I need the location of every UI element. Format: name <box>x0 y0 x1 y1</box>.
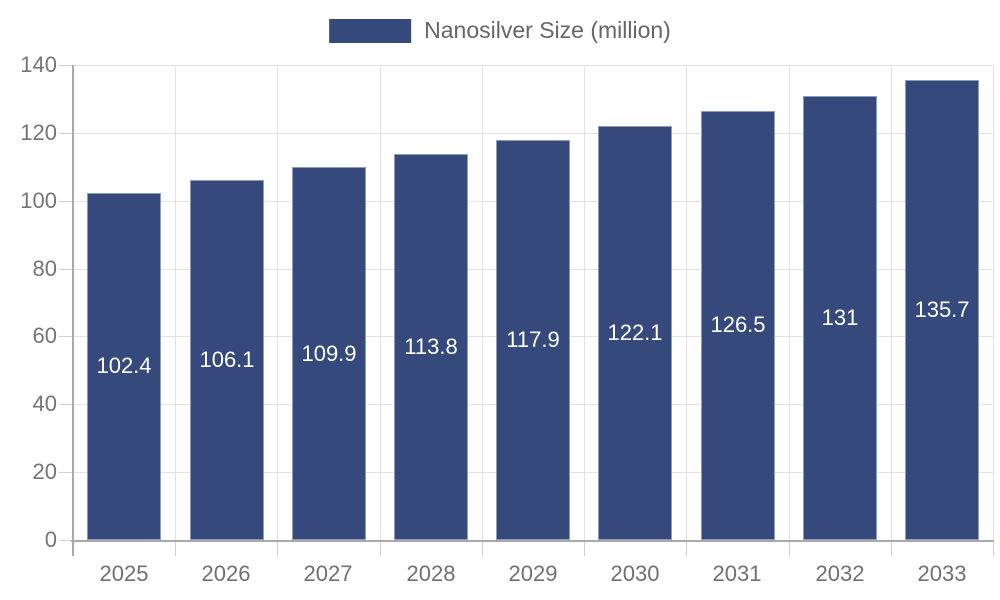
gridline-vertical <box>993 65 994 540</box>
x-axis-tick <box>584 542 585 556</box>
bar[interactable] <box>905 80 979 540</box>
bar[interactable] <box>292 167 366 540</box>
y-axis-tick <box>59 201 73 202</box>
legend-label: Nanosilver Size (million) <box>424 17 671 43</box>
y-axis-tick <box>59 133 73 134</box>
x-axis-tick-label: 2026 <box>201 561 251 586</box>
bar[interactable] <box>803 96 877 540</box>
gridline-horizontal <box>73 133 993 134</box>
x-axis-tick <box>686 542 687 556</box>
bar[interactable] <box>394 154 468 540</box>
bar[interactable] <box>701 111 775 540</box>
x-axis-tick <box>993 542 994 556</box>
x-axis-tick <box>175 542 176 556</box>
gridline-horizontal <box>73 65 993 66</box>
x-axis-tick-label: 2027 <box>303 561 353 586</box>
x-axis-tick-label: 2028 <box>406 561 456 586</box>
y-axis-tick <box>59 404 73 405</box>
gridline-vertical <box>175 65 176 540</box>
y-axis-tick-label: 120 <box>20 120 57 145</box>
y-axis-line <box>72 65 74 556</box>
gridline-vertical <box>686 65 687 540</box>
y-axis-tick-label: 80 <box>32 256 57 281</box>
bar[interactable] <box>496 140 570 540</box>
x-axis-tick <box>380 542 381 556</box>
y-axis-tick <box>59 540 73 541</box>
gridline-vertical <box>789 65 790 540</box>
x-axis-tick-label: 2030 <box>610 561 660 586</box>
x-axis-tick <box>482 542 483 556</box>
legend[interactable]: Nanosilver Size (million) <box>329 17 671 44</box>
x-axis-tick <box>277 542 278 556</box>
gridline-vertical <box>482 65 483 540</box>
x-axis-line <box>71 540 994 542</box>
bar[interactable] <box>598 126 672 540</box>
x-axis-tick-label: 2032 <box>815 561 865 586</box>
x-axis-tick-label: 2025 <box>99 561 149 586</box>
gridline-vertical <box>380 65 381 540</box>
x-axis-tick-label: 2033 <box>917 561 967 586</box>
bar[interactable] <box>190 180 264 540</box>
x-axis-tick <box>789 542 790 556</box>
gridline-vertical <box>277 65 278 540</box>
x-axis-tick-label: 2029 <box>508 561 558 586</box>
y-axis-tick-label: 60 <box>32 323 57 348</box>
y-axis-tick <box>59 472 73 473</box>
y-axis-tick <box>59 269 73 270</box>
y-axis-tick-label: 0 <box>44 527 57 552</box>
x-axis-tick-label: 2031 <box>712 561 762 586</box>
y-axis-tick-label: 20 <box>32 459 57 484</box>
y-axis-tick-label: 140 <box>20 52 57 77</box>
bar[interactable] <box>87 193 161 540</box>
legend-swatch <box>329 18 412 43</box>
gridline-vertical <box>891 65 892 540</box>
y-axis-tick <box>59 65 73 66</box>
y-axis-tick <box>59 336 73 337</box>
x-axis-tick <box>891 542 892 556</box>
gridline-vertical <box>584 65 585 540</box>
y-axis-tick-label: 100 <box>20 188 57 213</box>
y-axis-tick-label: 40 <box>32 391 57 416</box>
